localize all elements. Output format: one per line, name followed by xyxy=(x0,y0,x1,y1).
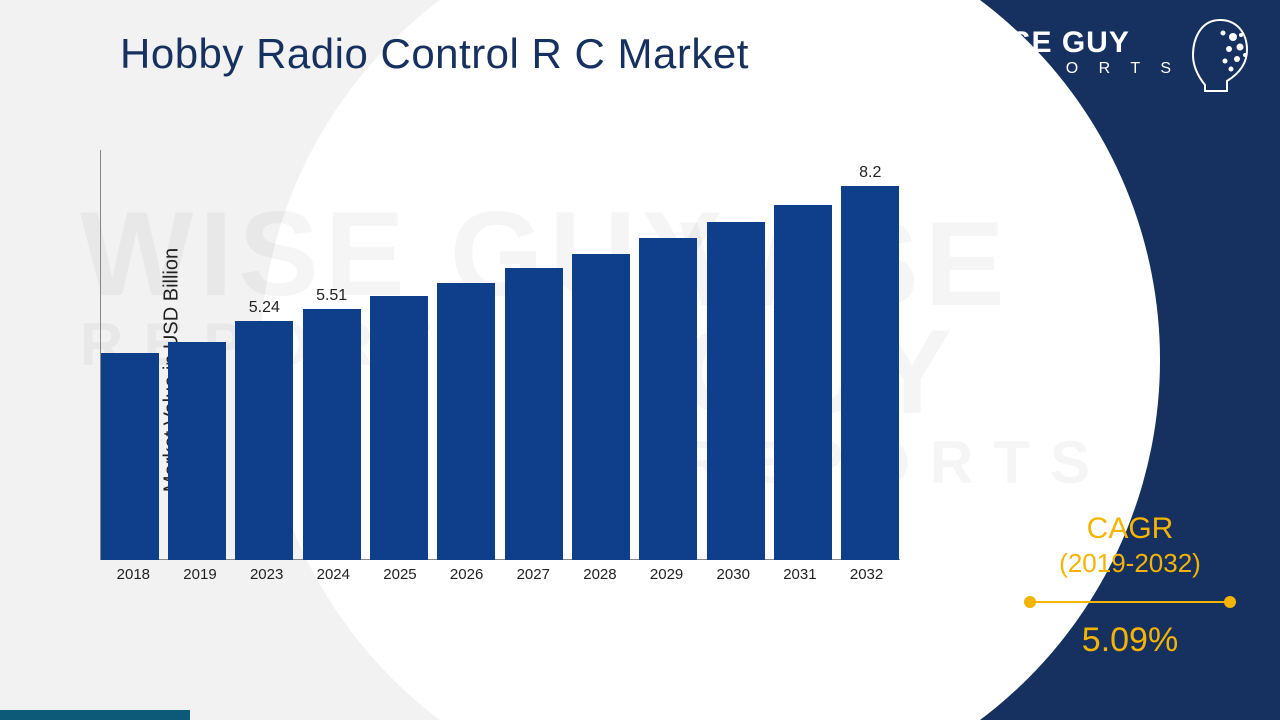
bar-2032: 8.2 xyxy=(841,164,899,560)
x-tick-2024: 2024 xyxy=(304,560,362,590)
x-tick-2018: 2018 xyxy=(104,560,162,590)
bar-value-label: 8.2 xyxy=(859,164,881,182)
bar-chart: Market Value in USD Billion 5.245.518.2 … xyxy=(80,150,900,590)
bar-rect xyxy=(370,296,428,560)
bar-2028 xyxy=(572,232,630,560)
x-tick-2019: 2019 xyxy=(171,560,229,590)
brand-line2: R E P O R T S xyxy=(972,58,1179,80)
x-tick-2026: 2026 xyxy=(438,560,496,590)
bar-rect xyxy=(101,353,159,560)
x-tick-2027: 2027 xyxy=(504,560,562,590)
x-tick-2032: 2032 xyxy=(838,560,896,590)
bar-rect xyxy=(774,205,832,560)
x-tick-2023: 2023 xyxy=(238,560,296,590)
x-axis: 2018 2019 2023 2024 2025 2026 2027 2028 2029 2030… xyxy=(100,560,900,590)
cagr-divider xyxy=(1030,601,1230,603)
bar-2023: 5.24 xyxy=(235,299,293,560)
bar-2025 xyxy=(370,274,428,560)
bar-2027 xyxy=(505,246,563,560)
bar-2018 xyxy=(101,331,159,560)
bar-rect xyxy=(707,222,765,560)
bar-rect xyxy=(841,186,899,560)
bar-2019 xyxy=(168,320,226,560)
footer-accent-bar xyxy=(0,710,190,720)
bar-rect xyxy=(235,321,293,560)
bar-rect xyxy=(437,283,495,560)
bar-2026 xyxy=(437,261,495,560)
chart-title: Hobby Radio Control R C Market xyxy=(120,30,749,78)
cagr-value: 5.09% xyxy=(1010,621,1250,660)
bar-2029 xyxy=(639,216,697,560)
bar-rect xyxy=(572,254,630,560)
brand-logo: WISE GUY R E P O R T S xyxy=(972,15,1255,93)
brand-line1: WISE GUY xyxy=(972,28,1179,58)
x-tick-2025: 2025 xyxy=(371,560,429,590)
cagr-block: CAGR (2019-2032) 5.09% xyxy=(1010,512,1250,660)
bar-2030 xyxy=(707,200,765,560)
bar-rect xyxy=(168,342,226,560)
x-tick-2028: 2028 xyxy=(571,560,629,590)
bar-value-label: 5.51 xyxy=(316,287,347,305)
brand-head-icon xyxy=(1185,15,1255,93)
bar-rect xyxy=(639,238,697,560)
bar-value-label: 5.24 xyxy=(249,299,280,317)
cagr-title: CAGR xyxy=(1010,512,1250,546)
bar-2024: 5.51 xyxy=(303,287,361,560)
x-tick-2031: 2031 xyxy=(771,560,829,590)
infographic-page: WISE GUY REPORTS WISE GUY REPORTS Hobby … xyxy=(0,0,1280,720)
bar-2031 xyxy=(774,183,832,560)
bar-rect xyxy=(303,309,361,560)
cagr-period: (2019-2032) xyxy=(1010,548,1250,579)
x-tick-2029: 2029 xyxy=(638,560,696,590)
bar-rect xyxy=(505,268,563,560)
x-tick-2030: 2030 xyxy=(704,560,762,590)
plot-area: 5.24 5.51 8.2 xyxy=(100,150,900,560)
